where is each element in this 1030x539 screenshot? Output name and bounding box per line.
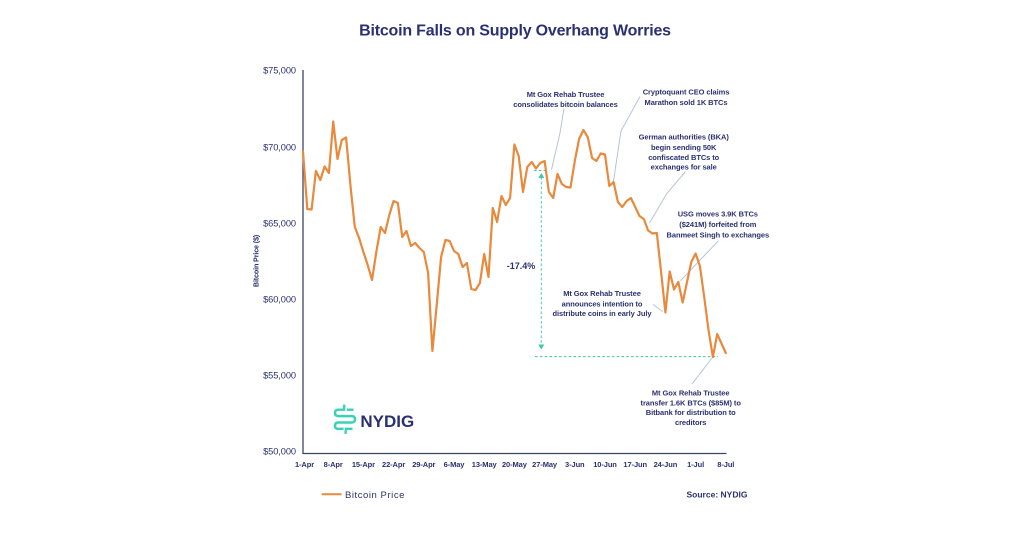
svg-text:13-May: 13-May <box>472 460 498 469</box>
svg-text:Bitcoin Price ($): Bitcoin Price ($) <box>251 234 260 287</box>
svg-text:Banmeet Singh to exchanges: Banmeet Singh to exchanges <box>667 230 770 239</box>
svg-text:NYDIG: NYDIG <box>360 412 414 431</box>
svg-text:27-May: 27-May <box>532 460 558 469</box>
svg-text:10-Jun: 10-Jun <box>593 460 617 469</box>
svg-text:8-Jul: 8-Jul <box>717 460 734 469</box>
svg-text:Mt Gox Rehab Trustee: Mt Gox Rehab Trustee <box>652 389 730 398</box>
svg-text:creditors: creditors <box>675 418 706 427</box>
svg-text:15-Apr: 15-Apr <box>352 460 375 469</box>
svg-text:Bitcoin Price: Bitcoin Price <box>345 490 405 501</box>
svg-text:-17.4%: -17.4% <box>507 261 536 271</box>
svg-text:$60,000: $60,000 <box>263 295 296 305</box>
svg-text:1-Apr: 1-Apr <box>295 460 314 469</box>
svg-text:$70,000: $70,000 <box>263 143 296 153</box>
svg-text:Mt Gox Rehab Trustee: Mt Gox Rehab Trustee <box>527 90 605 99</box>
svg-text:22-Apr: 22-Apr <box>382 460 405 469</box>
svg-text:8-Apr: 8-Apr <box>324 460 343 469</box>
svg-text:transfer 1.6K BTCs ($85M) to: transfer 1.6K BTCs ($85M) to <box>641 399 742 408</box>
svg-text:announces intention to: announces intention to <box>562 300 643 309</box>
svg-text:$65,000: $65,000 <box>263 219 296 229</box>
svg-text:17-Jun: 17-Jun <box>623 460 647 469</box>
svg-text:Source: NYDIG: Source: NYDIG <box>687 490 748 500</box>
svg-text:exchanges for sale: exchanges for sale <box>651 163 717 172</box>
svg-text:USG moves 3.9K BTCs: USG moves 3.9K BTCs <box>678 209 758 218</box>
svg-text:$50,000: $50,000 <box>263 447 296 457</box>
svg-text:Bitbank for distribution to: Bitbank for distribution to <box>646 408 736 417</box>
svg-text:$75,000: $75,000 <box>263 66 296 76</box>
svg-text:20-May: 20-May <box>502 460 528 469</box>
svg-text:Mt Gox Rehab Trustee: Mt Gox Rehab Trustee <box>563 289 641 298</box>
svg-text:consolidates bitcoin balances: consolidates bitcoin balances <box>513 100 617 109</box>
svg-text:distribute coins in early July: distribute coins in early July <box>553 309 653 318</box>
svg-text:6-May: 6-May <box>444 460 466 469</box>
svg-text:24-Jun: 24-Jun <box>654 460 678 469</box>
svg-text:Cryptoquant CEO claims: Cryptoquant CEO claims <box>643 88 730 97</box>
svg-text:Bitcoin Falls on Supply Overha: Bitcoin Falls on Supply Overhang Worries <box>359 22 671 39</box>
svg-text:German authorities (BKA): German authorities (BKA) <box>639 133 730 142</box>
svg-text:($241M) forfeited from: ($241M) forfeited from <box>679 220 756 229</box>
svg-text:$55,000: $55,000 <box>263 371 296 381</box>
svg-text:Marathon sold 1K BTCs: Marathon sold 1K BTCs <box>645 98 728 107</box>
svg-text:begin sending 50K: begin sending 50K <box>651 143 717 152</box>
svg-text:confiscated BTCs to: confiscated BTCs to <box>648 153 719 162</box>
svg-text:3-Jun: 3-Jun <box>565 460 585 469</box>
svg-text:29-Apr: 29-Apr <box>412 460 435 469</box>
svg-text:1-Jul: 1-Jul <box>687 460 704 469</box>
